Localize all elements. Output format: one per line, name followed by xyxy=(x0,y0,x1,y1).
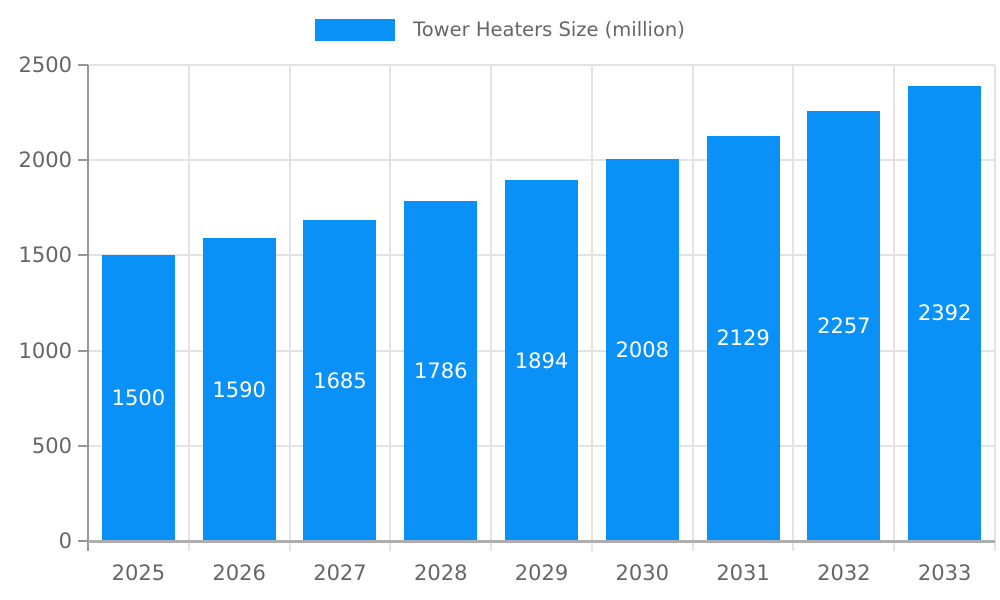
x-tick-label: 2031 xyxy=(716,561,770,585)
x-gridline xyxy=(187,65,190,551)
bar-value-label: 1786 xyxy=(413,358,468,383)
bar-value-label: 2129 xyxy=(716,326,770,351)
y-tick-mark xyxy=(78,254,88,257)
x-gridline xyxy=(893,65,896,551)
bar xyxy=(605,158,679,540)
bar xyxy=(101,255,175,540)
x-tick-label: 2025 xyxy=(111,561,166,585)
x-tick-label: 2032 xyxy=(817,561,871,585)
y-tick-mark xyxy=(78,540,88,542)
x-tick-label: 2030 xyxy=(615,561,669,585)
x-gridline xyxy=(691,65,694,551)
bar-value-label: 2257 xyxy=(817,314,871,339)
x-gridline xyxy=(389,65,392,551)
y-gridline xyxy=(88,64,995,66)
bar xyxy=(202,238,276,540)
x-gridline xyxy=(590,65,593,551)
y-tick-label: 1000 xyxy=(18,338,72,363)
y-tick-mark xyxy=(78,159,88,162)
y-tick-label: 2000 xyxy=(18,148,72,173)
bar xyxy=(908,85,982,540)
legend-label: Tower Heaters Size (million) xyxy=(413,18,685,41)
y-tick-label: 0 xyxy=(58,529,72,553)
y-tick-label: 2500 xyxy=(18,53,72,77)
bar xyxy=(807,111,881,540)
x-gridline xyxy=(792,65,795,551)
x-tick-label: 2033 xyxy=(917,561,972,585)
bar xyxy=(505,180,578,540)
bar-value-label: 1500 xyxy=(111,386,166,411)
x-tick-label: 2028 xyxy=(413,561,468,585)
bar-value-label: 1590 xyxy=(212,377,266,402)
x-axis-line xyxy=(88,540,995,543)
x-tick-label: 2027 xyxy=(313,561,367,585)
y-tick-mark xyxy=(78,349,88,352)
x-gridline xyxy=(490,65,493,551)
y-axis-line xyxy=(87,65,89,551)
x-gridline xyxy=(288,65,291,551)
legend-swatch xyxy=(315,18,396,41)
bar xyxy=(303,220,377,540)
bar xyxy=(706,135,780,540)
x-gridline xyxy=(994,65,996,551)
y-tick-mark xyxy=(78,64,88,66)
y-tick-label: 1500 xyxy=(18,243,72,268)
bar-value-label: 2008 xyxy=(615,337,669,362)
bar xyxy=(404,200,478,540)
bar-value-label: 1685 xyxy=(313,368,367,393)
x-tick-label: 2029 xyxy=(514,561,569,585)
legend: Tower Heaters Size (million) xyxy=(0,18,1000,41)
x-tick-label: 2026 xyxy=(212,561,266,585)
bar-value-label: 1894 xyxy=(514,348,569,373)
y-tick-mark xyxy=(78,444,88,447)
bar-value-label: 2392 xyxy=(917,301,972,326)
y-tick-label: 500 xyxy=(31,433,72,458)
y-gridline xyxy=(88,159,995,162)
